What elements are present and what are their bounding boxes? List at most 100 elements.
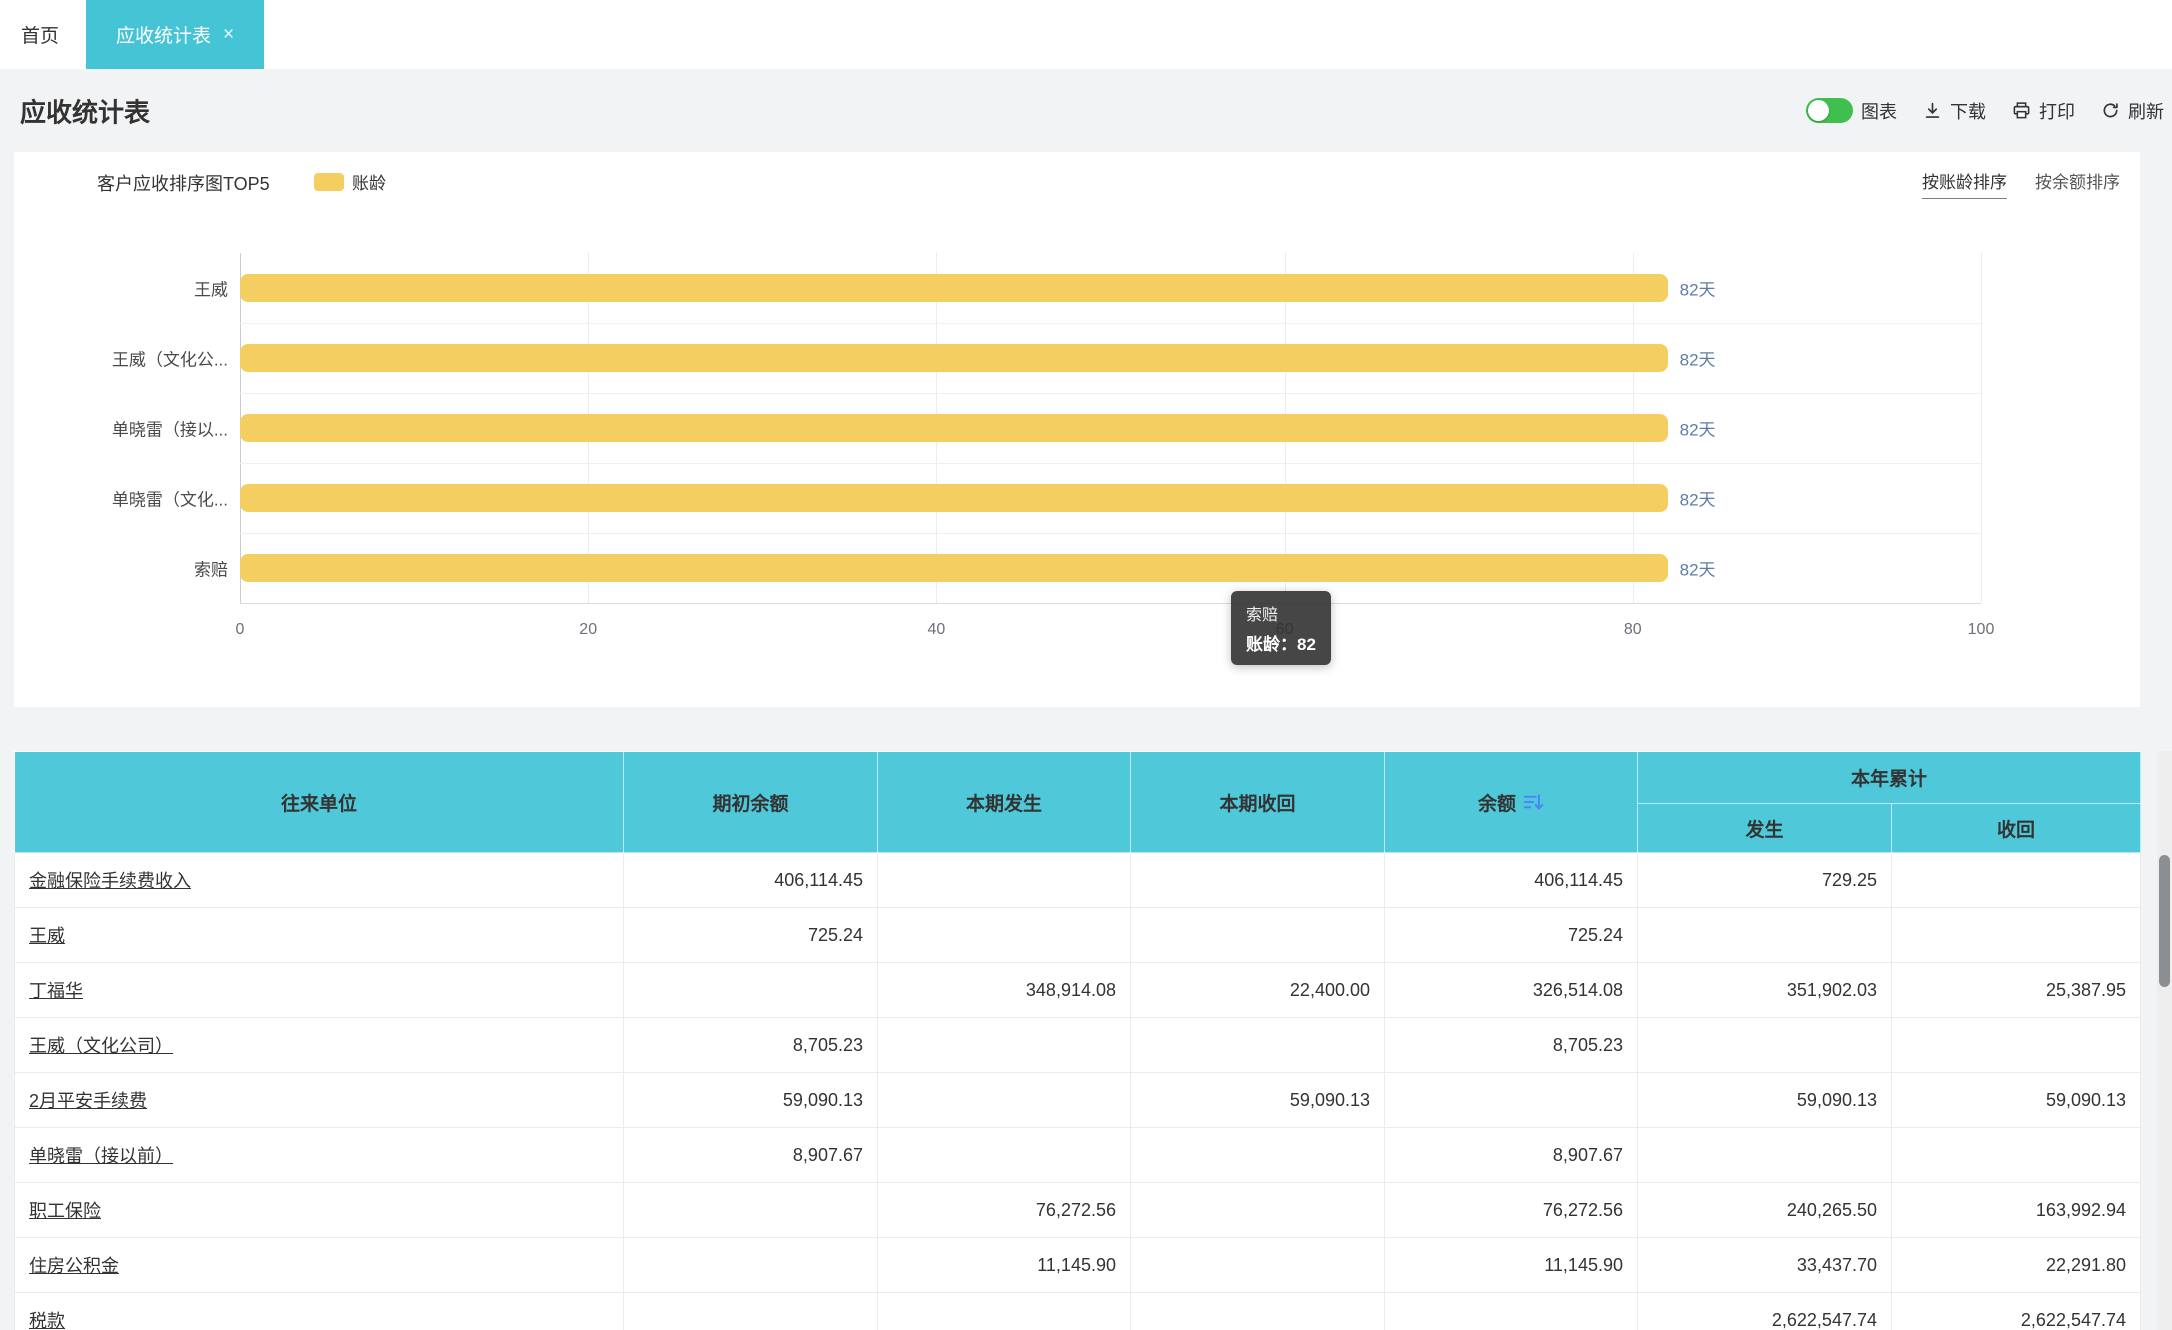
- cell-amount: [1130, 1017, 1385, 1073]
- cell-amount: [1384, 1292, 1638, 1330]
- table-row: 丁福华 348,914.08 22,400.00 326,514.08 351,902.…: [14, 962, 2142, 1018]
- chart-bar-row: 王威（文化公... 82天: [112, 323, 1981, 393]
- table-row: 住房公积金 11,145.90 11,145.90 33,437.70 22,291.8…: [14, 1237, 2142, 1293]
- cell-amount: 33,437.70: [1637, 1237, 1892, 1293]
- cell-amount: 8,705.23: [623, 1017, 878, 1073]
- customer-link[interactable]: 金融保险手续费收入: [29, 871, 191, 891]
- customer-link[interactable]: 单晓雷（接以前）: [29, 1146, 173, 1166]
- aging-bar[interactable]: [240, 414, 1668, 442]
- cell-amount: [1637, 907, 1892, 963]
- chart-sort-tabs: 按账龄排序 按余额排序: [1922, 168, 2120, 199]
- cell-amount: [623, 1292, 878, 1330]
- cell-amount: 725.24: [623, 907, 878, 963]
- bar-value-label: 82天: [1679, 560, 1716, 580]
- refresh-button[interactable]: 刷新: [2101, 98, 2164, 124]
- receivable-table: 往来单位 期初余额 本期发生 本期收回 余额 本年累计 发生 收回 金融保险手续…: [14, 751, 2142, 1330]
- cell-amount: [623, 962, 878, 1018]
- customer-link[interactable]: 2月平安手续费: [29, 1091, 148, 1111]
- customer-link[interactable]: 王威: [29, 926, 65, 946]
- cell-amount: 240,265.50: [1637, 1182, 1892, 1238]
- customer-link[interactable]: 税款: [29, 1311, 65, 1330]
- cell-amount: 59,090.13: [1637, 1072, 1892, 1128]
- toggle-label: 图表: [1861, 101, 1897, 122]
- category-label: 王威: [194, 280, 228, 300]
- category-label: 王威（文化公...: [111, 350, 228, 370]
- x-tick-label: 40: [927, 621, 946, 638]
- sort-icon[interactable]: [1522, 791, 1544, 813]
- download-button[interactable]: 下载: [1923, 98, 1986, 124]
- chart-bar-row: 索赔 82天: [194, 533, 1981, 603]
- col-header-balance[interactable]: 余额: [1384, 751, 1638, 853]
- col-header-ytd: 本年累计: [1636, 751, 2142, 804]
- scrollbar-thumb[interactable]: [2159, 855, 2170, 987]
- bar-value-label: 82天: [1679, 420, 1716, 440]
- cell-amount: 326,514.08: [1384, 962, 1638, 1018]
- cell-unit: 住房公积金: [14, 1237, 624, 1293]
- print-button[interactable]: 打印: [2012, 98, 2075, 124]
- aging-bar[interactable]: [240, 344, 1668, 372]
- col-header-period-incurred: 本期发生: [877, 751, 1131, 853]
- table-row: 王威（文化公司） 8,705.23 8,705.23: [14, 1017, 2142, 1073]
- col-header-ytd-incurred: 发生: [1637, 803, 1892, 853]
- chart-bar-row: 单晓雷（文化... 82天: [112, 463, 1981, 533]
- tooltip-value: 账龄：82: [1246, 635, 1316, 654]
- customer-link[interactable]: 丁福华: [29, 981, 83, 1001]
- cell-amount: 8,907.67: [1384, 1127, 1638, 1183]
- aging-bar[interactable]: [240, 484, 1668, 512]
- table-row: 金融保险手续费收入 406,114.45 406,114.45 729.25: [14, 852, 2142, 908]
- tab-receivable-stats[interactable]: 应收统计表 ×: [86, 0, 264, 69]
- bar-value-label: 82天: [1679, 490, 1716, 510]
- cell-unit: 税款: [14, 1292, 624, 1330]
- cell-amount: [877, 1292, 1131, 1330]
- chart-toggle[interactable]: [1806, 98, 1853, 123]
- customer-link[interactable]: 职工保险: [29, 1201, 101, 1221]
- cell-amount: [1130, 1127, 1385, 1183]
- cell-amount: [623, 1237, 878, 1293]
- chart-title: 客户应收排序图TOP5: [97, 174, 270, 194]
- cell-amount: [877, 1072, 1131, 1128]
- receivable-table-panel: 往来单位 期初余额 本期发生 本期收回 余额 本年累计 发生 收回 金融保险手续…: [14, 751, 2142, 1330]
- aging-bar[interactable]: [240, 554, 1668, 582]
- toolbar-controls: 图表 下载 打印 刷新: [1806, 69, 2164, 152]
- cell-amount: 725.24: [1384, 907, 1638, 963]
- chart-panel: 客户应收排序图TOP5 账龄 按账龄排序 按余额排序 索赔 账龄：82 0 20 40…: [14, 152, 2140, 707]
- sort-by-balance[interactable]: 按余额排序: [2035, 173, 2120, 192]
- table-row: 王威 725.24 725.24: [14, 907, 2142, 963]
- x-tick-label: 20: [579, 621, 598, 638]
- cell-amount: 76,272.56: [1384, 1182, 1638, 1238]
- legend-item-aging[interactable]: 账龄: [314, 169, 386, 194]
- gridline-vertical: [1981, 253, 1982, 603]
- customer-link[interactable]: 王威（文化公司）: [29, 1036, 173, 1056]
- cell-amount: [1890, 907, 2142, 963]
- cell-amount: [877, 907, 1131, 963]
- col-header-ytd-recovered: 收回: [1890, 803, 2142, 853]
- table-row: 单晓雷（接以前） 8,907.67 8,907.67: [14, 1127, 2142, 1183]
- toggle-knob: [1808, 100, 1829, 121]
- x-tick-label: 100: [1967, 621, 1995, 638]
- cell-amount: 59,090.13: [1130, 1072, 1385, 1128]
- cell-amount: 351,902.03: [1637, 962, 1892, 1018]
- sort-by-aging[interactable]: 按账龄排序: [1922, 168, 2007, 199]
- category-label: 单晓雷（文化...: [111, 490, 228, 510]
- x-tick-label: 80: [1623, 621, 1642, 638]
- close-icon[interactable]: ×: [222, 24, 235, 45]
- table-row: 职工保险 76,272.56 76,272.56 240,265.50 163,992.…: [14, 1182, 2142, 1238]
- cell-amount: 2,622,547.74: [1890, 1292, 2142, 1330]
- table-row: 2月平安手续费 59,090.13 59,090.13 59,090.13 59,090…: [14, 1072, 2142, 1128]
- cell-amount: 76,272.56: [877, 1182, 1131, 1238]
- cell-amount: [1890, 1017, 2142, 1073]
- cell-amount: 22,291.80: [1890, 1237, 2142, 1293]
- download-icon: [1925, 102, 1940, 118]
- vertical-scrollbar[interactable]: [2157, 751, 2172, 1330]
- title-bar: 应收统计表 图表 下载 打印 刷新: [0, 69, 2172, 152]
- tab-home[interactable]: 首页: [20, 26, 59, 47]
- x-axis-line: [240, 603, 1981, 604]
- cell-unit: 丁福华: [14, 962, 624, 1018]
- cell-amount: [877, 1127, 1131, 1183]
- gridline-horizontal: [240, 463, 1981, 464]
- cell-amount: 2,622,547.74: [1637, 1292, 1892, 1330]
- aging-bar[interactable]: [240, 274, 1668, 302]
- customer-link[interactable]: 住房公积金: [29, 1256, 119, 1276]
